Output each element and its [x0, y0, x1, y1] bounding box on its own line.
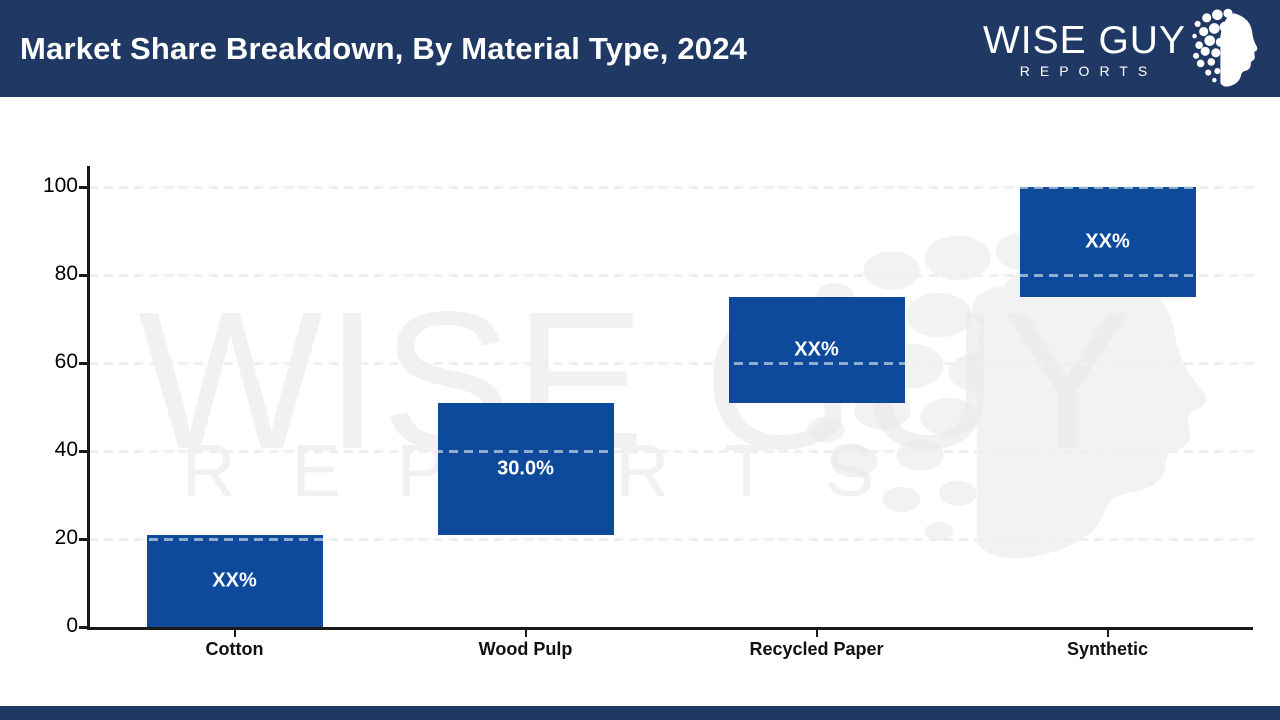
x-tick-mark	[233, 629, 236, 637]
y-tick-label: 100	[42, 174, 78, 197]
bar	[146, 534, 323, 627]
y-tick-label: 20	[54, 526, 78, 549]
bar-value-label: 30.0%	[497, 457, 554, 480]
header-bar: Market Share Breakdown, By Material Type…	[0, 0, 1280, 97]
y-tick-mark	[79, 186, 88, 189]
gridline-overlay	[89, 186, 1253, 189]
category-label: Cotton	[205, 639, 264, 659]
y-tick-mark	[79, 626, 88, 629]
category-label: Recycled Paper	[749, 639, 884, 659]
y-tick-mark	[79, 274, 88, 277]
brand-logo: WISE GUY REPORTS	[983, 4, 1266, 94]
brand-name: WISE GUY	[982, 18, 1186, 62]
y-tick-label: 0	[66, 614, 78, 637]
bar-value-label: XX%	[794, 338, 839, 361]
y-tick-label: 40	[54, 438, 78, 461]
y-tick-mark	[79, 362, 88, 365]
x-tick-mark	[524, 629, 527, 637]
wise-guy-head-icon	[1192, 8, 1258, 87]
bar	[437, 402, 614, 535]
brand-logo-text: WISE GUY REPORTS	[983, 21, 1186, 78]
y-tick-mark	[79, 538, 88, 541]
y-tick-label: 80	[54, 262, 78, 285]
bar	[1019, 187, 1196, 297]
plot-area: XX% 30.0% XX% XX%	[89, 186, 1253, 627]
x-tick-mark	[1106, 629, 1109, 637]
x-tick-mark	[815, 629, 818, 637]
gridline-overlay	[89, 538, 1253, 541]
category-label: Synthetic	[1066, 639, 1149, 659]
y-axis-line	[87, 166, 90, 629]
y-tick-label: 60	[54, 350, 78, 373]
page-title: Market Share Breakdown, By Material Type…	[20, 30, 748, 66]
brand-subtitle: REPORTS	[1019, 62, 1158, 79]
gridline-overlay	[89, 274, 1253, 277]
footer-bar	[0, 706, 1280, 720]
bar	[728, 297, 905, 403]
bar-value-label: XX%	[1085, 230, 1130, 253]
gridline-overlay	[89, 450, 1253, 453]
bar-value-label: XX%	[212, 569, 257, 592]
x-axis-line	[87, 627, 1253, 630]
gridline-overlay	[89, 362, 1253, 365]
y-tick-mark	[79, 450, 88, 453]
category-label: Wood Pulp	[478, 639, 573, 659]
